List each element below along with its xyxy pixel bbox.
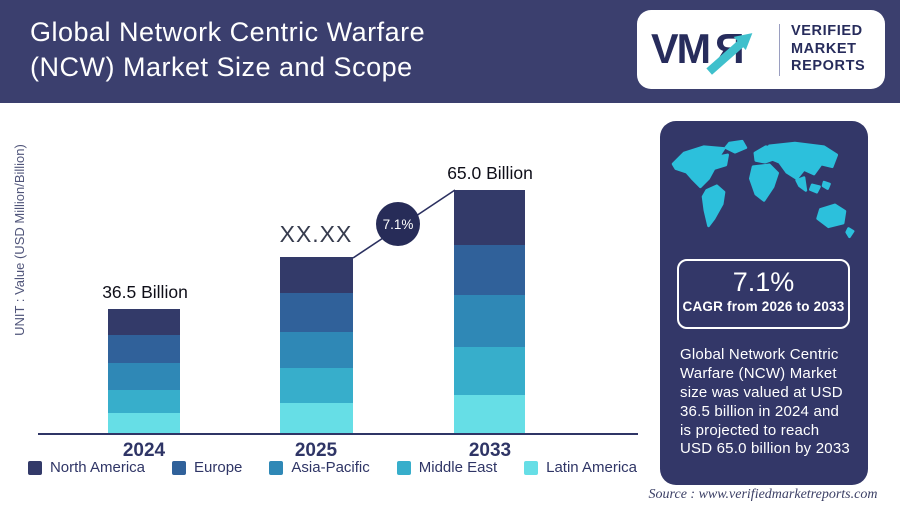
bar-segment-europe xyxy=(280,293,353,332)
brand-line-verified: VERIFIED xyxy=(791,22,863,39)
vmr-logo: VM Я VERIFIED MARKET REPORTS xyxy=(637,10,885,89)
cagr-connector: 7.1% xyxy=(352,189,456,259)
legend-item-middle-east: Middle East xyxy=(396,459,498,476)
legend-label: Asia-Pacific xyxy=(291,459,370,476)
logo-divider xyxy=(779,23,780,76)
cagr-badge-label: 7.1% xyxy=(383,217,414,232)
chart-legend: North America Europe Asia-Pacific Middle… xyxy=(25,459,640,476)
legend-label: Europe xyxy=(194,459,243,476)
bar-segment-middle-east xyxy=(454,346,525,396)
bar-value-label-2024: 36.5 Billion xyxy=(102,282,188,302)
header-bar: Global Network Centric Warfare (NCW) Mar… xyxy=(0,0,900,103)
bar-segment-north-america xyxy=(108,309,180,336)
legend-label: Latin America xyxy=(546,459,638,476)
bar-value-label-2033: 65.0 Billion xyxy=(447,163,533,183)
market-summary-text: Global Network Centric Warfare (NCW) Mar… xyxy=(680,346,850,458)
cagr-caption: CAGR from 2026 to 2033 xyxy=(682,299,845,314)
bar-value-label-2025: XX.XX xyxy=(279,221,353,247)
x-tick-2033: 2033 xyxy=(468,440,512,461)
bar-2024 xyxy=(108,309,180,433)
bar-segment-europe xyxy=(108,335,180,363)
x-tick-2025: 2025 xyxy=(294,440,338,461)
cagr-box: 7.1% CAGR from 2026 to 2033 xyxy=(677,259,850,329)
bar-segment-middle-east xyxy=(280,367,353,404)
bar-segment-latin-america xyxy=(108,413,180,433)
page-title: Global Network Centric Warfare (NCW) Mar… xyxy=(30,15,425,84)
bar-segment-latin-america xyxy=(280,403,353,433)
bar-2025 xyxy=(280,257,353,433)
chart-area: UNIT : Value (USD Million/Billion) 36.5 … xyxy=(0,103,658,506)
brand-line-market: MARKET xyxy=(791,40,857,57)
brand-text: VERIFIED MARKET REPORTS xyxy=(791,23,865,76)
bar-2033 xyxy=(454,190,525,433)
brand-line-reports: REPORTS xyxy=(791,58,866,75)
y-axis-label: UNIT : Value (USD Million/Billion) xyxy=(12,144,27,336)
legend-swatch-europe xyxy=(172,460,187,475)
source-attribution: Source : www.verifiedmarketreports.com xyxy=(648,487,878,502)
cagr-badge-circle xyxy=(376,202,420,246)
legend-swatch-middle-east xyxy=(396,460,411,475)
legend-item-north-america: North America xyxy=(27,459,146,476)
page-title-line2: (NCW) Market Size and Scope xyxy=(30,51,413,82)
bar-segment-asia-pacific xyxy=(454,294,525,347)
world-map-icon xyxy=(671,139,855,239)
legend-swatch-north-america xyxy=(27,460,42,475)
page-title-line1: Global Network Centric Warfare xyxy=(30,17,426,47)
bar-segment-middle-east xyxy=(108,390,180,414)
bar-segment-europe xyxy=(454,244,525,295)
summary-panel: 7.1% CAGR from 2026 to 2033 Global Netwo… xyxy=(660,121,868,485)
bar-segment-north-america xyxy=(280,257,353,294)
legend-label: Middle East xyxy=(418,459,498,476)
legend-item-latin-america: Latin America xyxy=(524,459,637,476)
legend-label: North America xyxy=(49,459,146,476)
bar-segment-asia-pacific xyxy=(108,362,180,391)
legend-swatch-latin-america xyxy=(524,460,539,475)
x-tick-2024: 2024 xyxy=(122,440,166,461)
bar-segment-asia-pacific xyxy=(280,331,353,368)
vmr-logo-mark-icon: VM Я xyxy=(651,26,753,75)
logo-vm-text: VM xyxy=(651,26,709,72)
bar-segment-north-america xyxy=(454,190,525,245)
bar-segment-latin-america xyxy=(454,395,525,433)
cagr-value: 7.1% xyxy=(732,267,795,297)
legend-swatch-asia-pacific xyxy=(269,460,284,475)
legend-item-asia-pacific: Asia-Pacific xyxy=(269,459,370,476)
logo-arrow-icon xyxy=(706,32,753,75)
x-axis-line xyxy=(38,433,638,435)
legend-item-europe: Europe xyxy=(172,459,242,476)
